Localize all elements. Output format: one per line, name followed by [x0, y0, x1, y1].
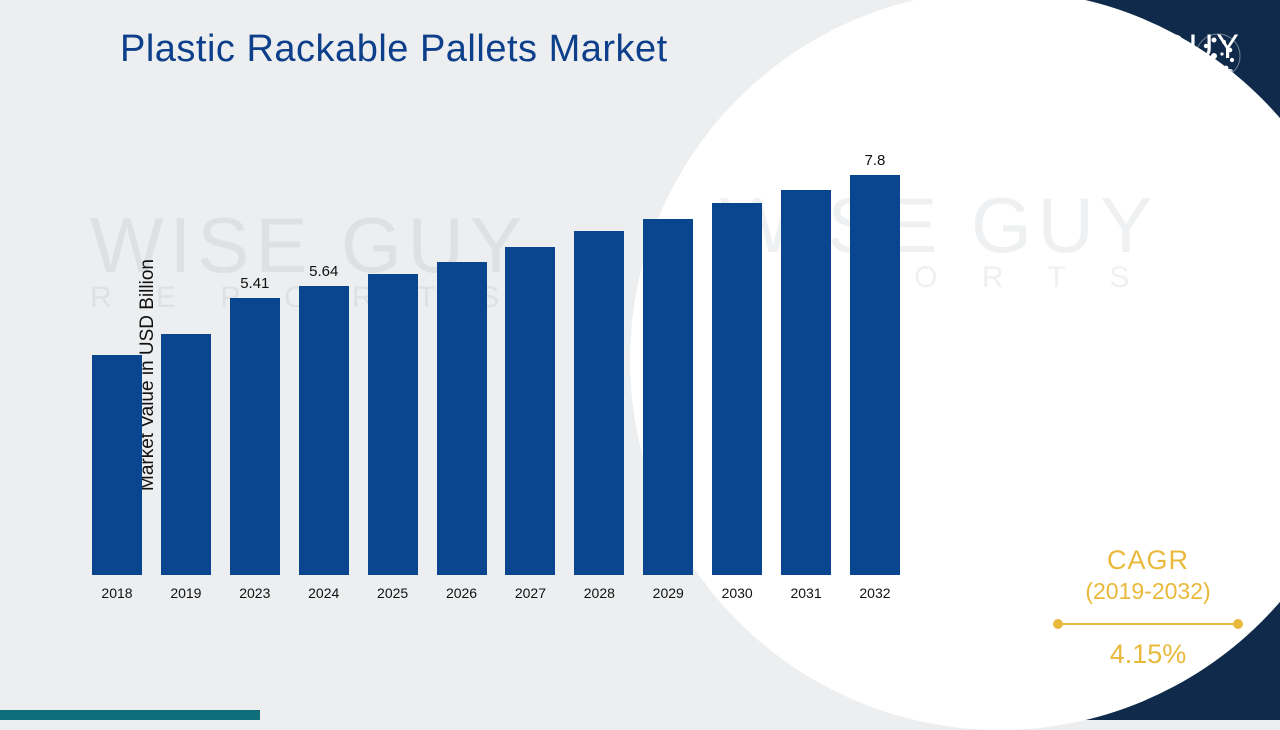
- cagr-title: CAGR: [1058, 545, 1238, 576]
- x-label-2030: 2030: [712, 585, 762, 601]
- bar: [850, 175, 900, 575]
- bottom-accent-strip: [0, 710, 260, 720]
- page-title: Plastic Rackable Pallets Market: [120, 28, 668, 71]
- bar: [92, 355, 142, 576]
- bar-2019: [161, 328, 211, 575]
- bar-2026: [437, 256, 487, 575]
- bar: [299, 286, 349, 575]
- cagr-value: 4.15%: [1058, 639, 1238, 670]
- x-label-2029: 2029: [643, 585, 693, 601]
- bar-2028: [574, 225, 624, 575]
- x-label-2023: 2023: [230, 585, 280, 601]
- cagr-dot-left: [1053, 619, 1063, 629]
- x-label-2031: 2031: [781, 585, 831, 601]
- cagr-dot-right: [1233, 619, 1243, 629]
- bar: [230, 298, 280, 575]
- bar: [712, 203, 762, 575]
- bar-2032: 7.8: [850, 152, 900, 575]
- bar: [781, 190, 831, 575]
- bar: [574, 231, 624, 575]
- bar-2031: [781, 184, 831, 575]
- bar-value-label: 7.8: [865, 152, 886, 169]
- bar-chart: Market Value in USD Billion 5.415.647.8 …: [70, 175, 900, 575]
- cagr-divider: [1058, 623, 1238, 625]
- x-label-2019: 2019: [161, 585, 211, 601]
- bar-2023: 5.41: [230, 275, 280, 575]
- bar: [437, 262, 487, 575]
- x-label-2032: 2032: [850, 585, 900, 601]
- bar: [161, 334, 211, 575]
- brand-logo: WISE GUY R E P O R T S: [1041, 30, 1242, 83]
- bar-2029: [643, 213, 693, 575]
- x-label-2024: 2024: [299, 585, 349, 601]
- bar-2027: [505, 241, 555, 575]
- bar: [505, 247, 555, 575]
- x-label-2026: 2026: [437, 585, 487, 601]
- bar-2025: [368, 268, 418, 575]
- cagr-box: CAGR (2019-2032) 4.15%: [1058, 545, 1238, 670]
- bar: [643, 219, 693, 575]
- bar: [368, 274, 418, 575]
- x-label-2027: 2027: [505, 585, 555, 601]
- cagr-range: (2019-2032): [1058, 578, 1238, 605]
- bar-2018: [92, 349, 142, 576]
- x-label-2018: 2018: [92, 585, 142, 601]
- x-label-2028: 2028: [574, 585, 624, 601]
- bar-2024: 5.64: [299, 263, 349, 575]
- bar-2030: [712, 197, 762, 575]
- bar-value-label: 5.41: [240, 275, 269, 292]
- bar-value-label: 5.64: [309, 263, 338, 280]
- head-icon: [1184, 26, 1248, 90]
- x-label-2025: 2025: [368, 585, 418, 601]
